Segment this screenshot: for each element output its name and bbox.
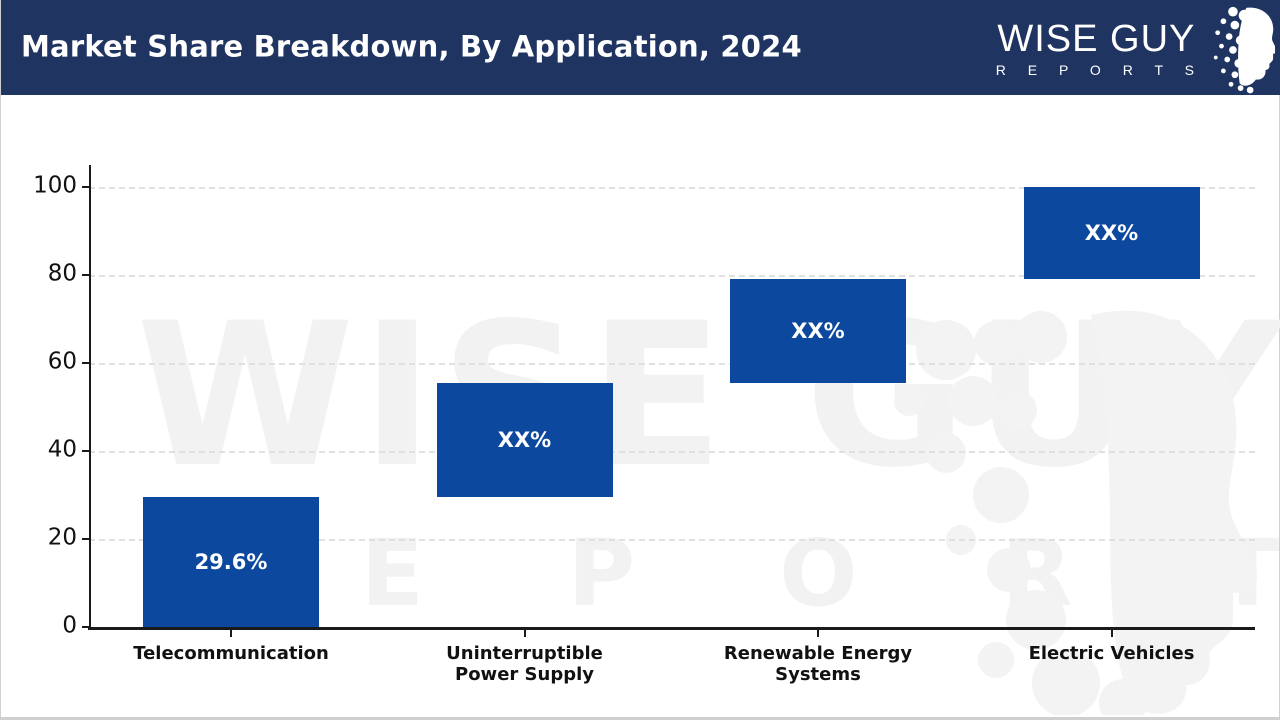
y-axis-tick (82, 362, 89, 364)
y-axis-tick (82, 274, 89, 276)
y-axis-tick-label: 80 (47, 260, 77, 287)
plot-area: WISE GUY R E P O R T S 0 20 40 60 80 100 29.6%… (1, 95, 1280, 717)
y-axis-tick (82, 538, 89, 540)
bar-value-label: XX% (791, 318, 845, 343)
bar-segment: XX% (1023, 187, 1200, 279)
watermark-text-1: WISE GUY (136, 280, 1280, 511)
x-axis-category-label: Uninterruptible Power Supply (446, 643, 603, 685)
x-axis-tick (230, 630, 232, 637)
gridline-y100 (89, 187, 1255, 189)
y-axis-tick-label: 20 (47, 524, 77, 551)
header-band: Market Share Breakdown, By Application, … (1, 0, 1280, 95)
y-axis-tick (82, 186, 89, 188)
x-axis-category-label: Renewable Energy Systems (723, 643, 913, 685)
x-axis-category-label: Electric Vehicles (1028, 643, 1195, 664)
bar-segment: XX% (730, 278, 906, 383)
watermark-text-2: R E P O R T S (146, 520, 1280, 627)
y-axis-tick-label: 100 (33, 172, 77, 199)
x-axis-line (88, 627, 1255, 630)
gridline-y40 (89, 451, 1255, 453)
logo-name: WISE GUY (997, 17, 1196, 60)
x-axis-tick (1110, 630, 1113, 637)
logo-subname: R E P O R T S (995, 61, 1203, 78)
y-axis-tick (82, 450, 89, 452)
gridline-y80 (89, 275, 1255, 277)
wise-guy-reports-logo: WISE GUY R E P O R T S (990, 0, 1275, 95)
watermark-head-icon (894, 310, 1257, 715)
chart-title: Market Share Breakdown, By Application, … (21, 29, 802, 64)
y-axis-line (89, 165, 91, 629)
logo-head-icon (1213, 6, 1275, 93)
y-axis-tick-label: 60 (47, 348, 77, 375)
x-axis-category-label: Telecommunication (133, 643, 329, 664)
bar-value-label: XX% (497, 427, 552, 452)
bar-value-label: 29.6% (194, 549, 268, 574)
logo-text: WISE GUY R E P O R T S (990, 18, 1203, 78)
y-axis-tick-label: 0 (62, 612, 77, 639)
y-axis-tick (82, 626, 89, 628)
gridline-y20 (89, 539, 1255, 541)
x-axis-tick (817, 630, 819, 637)
bar-segment: XX% (436, 382, 613, 497)
bar-segment: 29.6% (143, 496, 319, 627)
y-axis-tick-label: 40 (47, 436, 77, 463)
gridline-y60 (89, 363, 1255, 365)
x-axis-tick (523, 630, 526, 637)
bar-value-label: XX% (1084, 220, 1139, 245)
